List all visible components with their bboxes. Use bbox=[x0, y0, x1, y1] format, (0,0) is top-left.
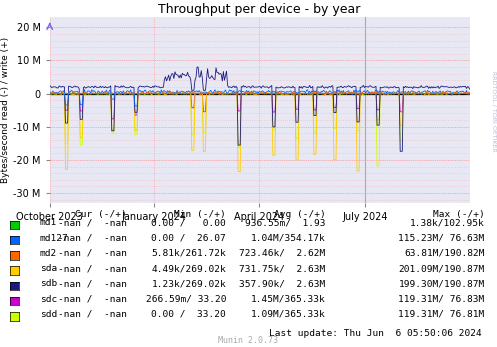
Text: sdd: sdd bbox=[40, 310, 57, 319]
Text: 0.00 /  26.07: 0.00 / 26.07 bbox=[152, 234, 226, 243]
Text: 0.00 /   0.00: 0.00 / 0.00 bbox=[152, 218, 226, 227]
Text: -nan /  -nan: -nan / -nan bbox=[58, 264, 127, 273]
Text: Munin 2.0.73: Munin 2.0.73 bbox=[219, 336, 278, 345]
Text: -nan /  -nan: -nan / -nan bbox=[58, 310, 127, 319]
Text: -nan /  -nan: -nan / -nan bbox=[58, 218, 127, 227]
Text: RRDTOOL / TOBI OETIKER: RRDTOOL / TOBI OETIKER bbox=[491, 71, 496, 151]
Text: sdb: sdb bbox=[40, 279, 57, 288]
Text: 723.46k/  2.62M: 723.46k/ 2.62M bbox=[239, 249, 326, 258]
Text: 1.38k/102.95k: 1.38k/102.95k bbox=[410, 218, 485, 227]
Text: 119.31M/ 76.83M: 119.31M/ 76.83M bbox=[398, 295, 485, 304]
Text: 266.59m/ 33.20: 266.59m/ 33.20 bbox=[146, 295, 226, 304]
Text: 1.09M/365.33k: 1.09M/365.33k bbox=[251, 310, 326, 319]
Text: -nan /  -nan: -nan / -nan bbox=[58, 234, 127, 243]
Text: 199.30M/190.87M: 199.30M/190.87M bbox=[398, 279, 485, 288]
Text: md1: md1 bbox=[40, 218, 57, 227]
Text: -nan /  -nan: -nan / -nan bbox=[58, 295, 127, 304]
Title: Throughput per device - by year: Throughput per device - by year bbox=[159, 3, 361, 16]
Text: 936.55m/  1.93: 936.55m/ 1.93 bbox=[245, 218, 326, 227]
Text: 201.09M/190.87M: 201.09M/190.87M bbox=[398, 264, 485, 273]
Text: Max (-/+): Max (-/+) bbox=[433, 210, 485, 219]
Text: Last update: Thu Jun  6 05:50:06 2024: Last update: Thu Jun 6 05:50:06 2024 bbox=[269, 329, 482, 338]
Y-axis label: Bytes/second read (-) / write (+): Bytes/second read (-) / write (+) bbox=[1, 37, 10, 183]
Text: 4.49k/269.02k: 4.49k/269.02k bbox=[152, 264, 226, 273]
Text: Avg (-/+): Avg (-/+) bbox=[274, 210, 326, 219]
Text: 115.23M/ 76.63M: 115.23M/ 76.63M bbox=[398, 234, 485, 243]
Text: md127: md127 bbox=[40, 234, 69, 243]
Text: sdc: sdc bbox=[40, 295, 57, 304]
Text: md2: md2 bbox=[40, 249, 57, 258]
Text: Min (-/+): Min (-/+) bbox=[174, 210, 226, 219]
Text: 731.75k/  2.63M: 731.75k/ 2.63M bbox=[239, 264, 326, 273]
Text: 1.04M/354.17k: 1.04M/354.17k bbox=[251, 234, 326, 243]
Text: 5.81k/261.72k: 5.81k/261.72k bbox=[152, 249, 226, 258]
Text: -nan /  -nan: -nan / -nan bbox=[58, 249, 127, 258]
Text: 0.00 /  33.20: 0.00 / 33.20 bbox=[152, 310, 226, 319]
Text: Cur (-/+): Cur (-/+) bbox=[75, 210, 127, 219]
Text: 63.81M/190.82M: 63.81M/190.82M bbox=[404, 249, 485, 258]
Text: 1.45M/365.33k: 1.45M/365.33k bbox=[251, 295, 326, 304]
Text: 119.31M/ 76.81M: 119.31M/ 76.81M bbox=[398, 310, 485, 319]
Text: sda: sda bbox=[40, 264, 57, 273]
Text: 1.23k/269.02k: 1.23k/269.02k bbox=[152, 279, 226, 288]
Text: -nan /  -nan: -nan / -nan bbox=[58, 279, 127, 288]
Text: 357.90k/  2.63M: 357.90k/ 2.63M bbox=[239, 279, 326, 288]
